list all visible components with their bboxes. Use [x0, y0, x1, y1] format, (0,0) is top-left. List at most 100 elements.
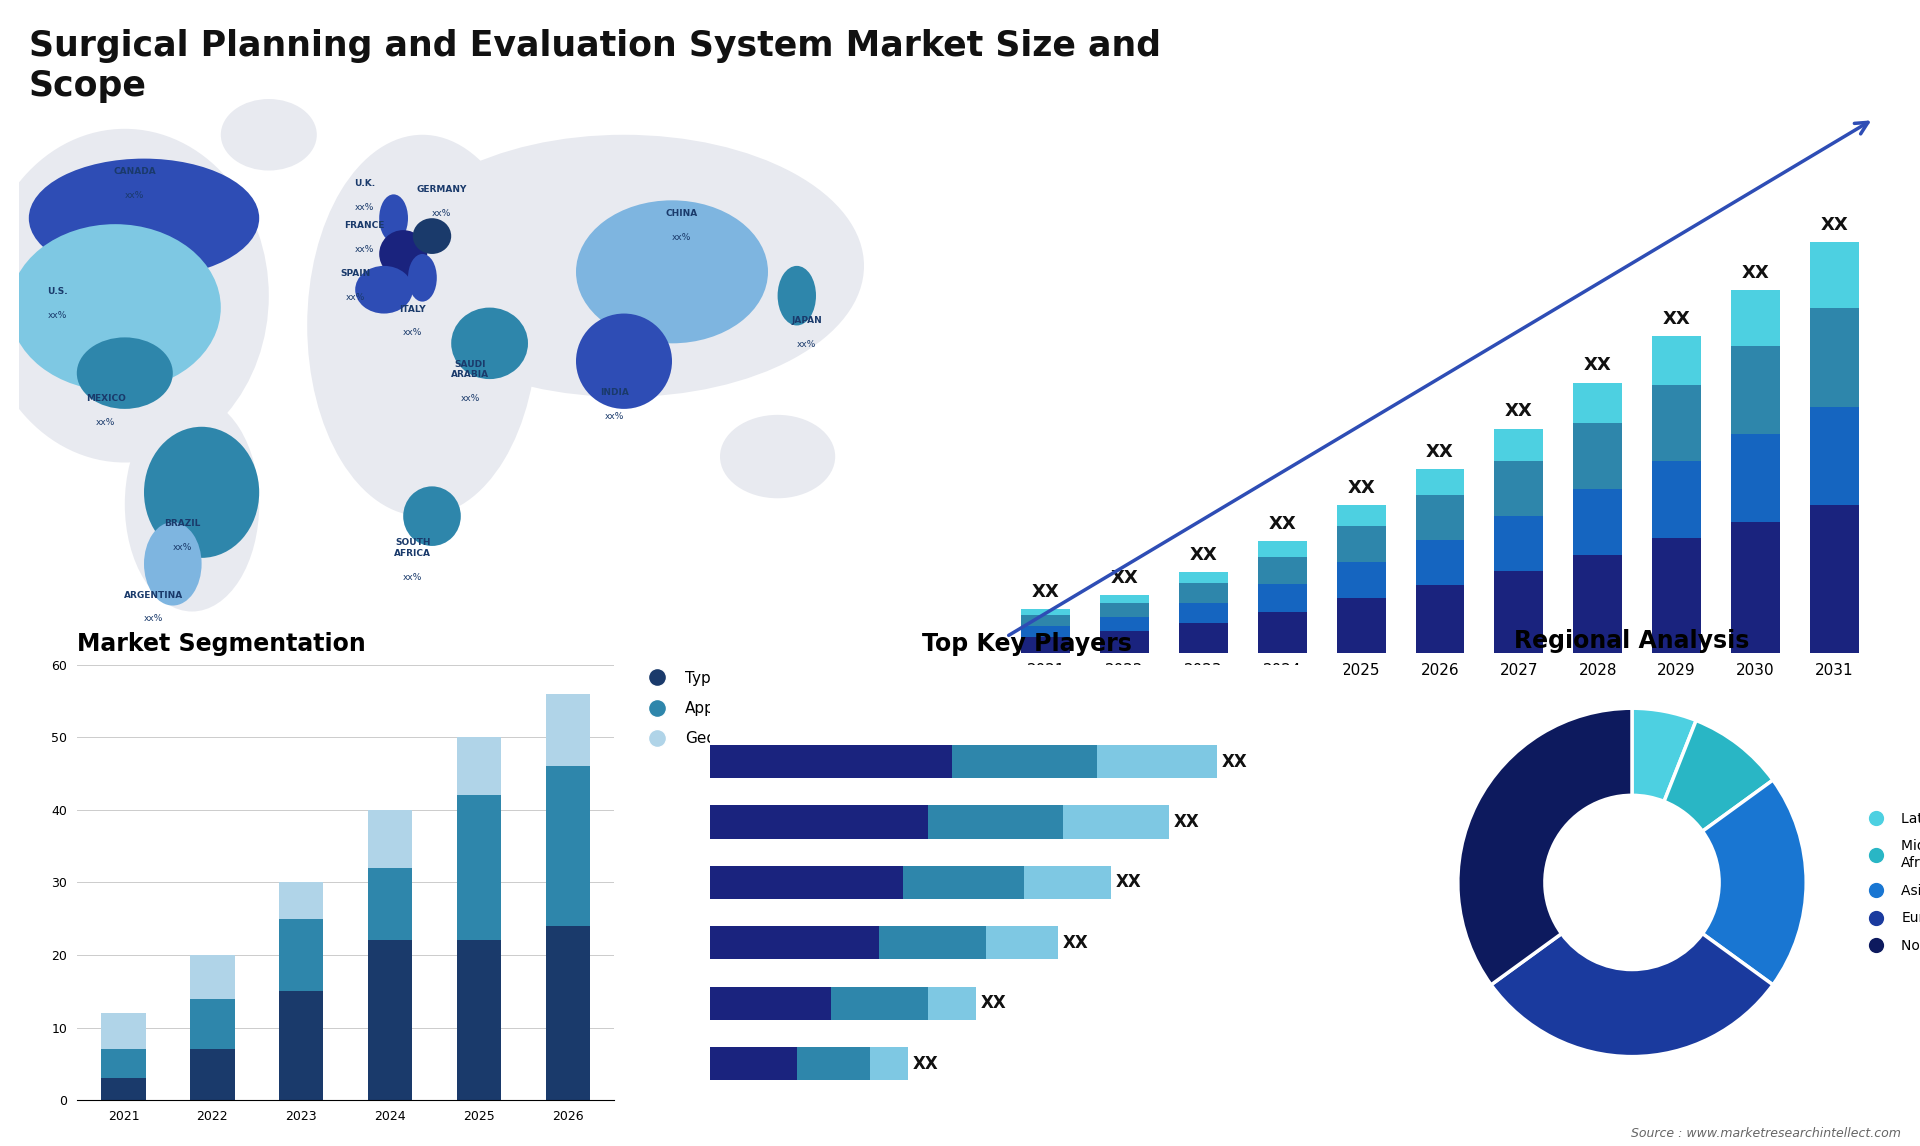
Bar: [1179, 572, 1229, 583]
Bar: [1258, 612, 1308, 653]
Bar: [1258, 557, 1308, 584]
Bar: [1179, 603, 1229, 622]
Bar: [952, 745, 1096, 778]
Text: XX: XX: [1741, 265, 1770, 282]
Text: SOUTH
AFRICA: SOUTH AFRICA: [394, 539, 432, 558]
Text: Source : www.marketresearchintellect.com: Source : www.marketresearchintellect.com: [1630, 1128, 1901, 1140]
Text: FRANCE: FRANCE: [344, 221, 386, 230]
Text: xx%: xx%: [346, 292, 365, 301]
Ellipse shape: [125, 397, 259, 612]
Bar: [1572, 423, 1622, 489]
Text: Surgical Planning and Evaluation System Market Size and
Scope: Surgical Planning and Evaluation System …: [29, 29, 1162, 103]
Bar: [1415, 495, 1465, 540]
Text: xx%: xx%: [173, 543, 192, 552]
Title: Regional Analysis: Regional Analysis: [1515, 629, 1749, 653]
Bar: [1258, 584, 1308, 612]
Bar: [1811, 308, 1859, 407]
Title: Top Key Players: Top Key Players: [922, 631, 1133, 656]
Text: xx%: xx%: [461, 394, 480, 403]
Bar: [369, 810, 413, 868]
Text: XX: XX: [1031, 583, 1060, 602]
Bar: [1179, 622, 1229, 653]
Bar: [1021, 626, 1069, 637]
Bar: [1064, 806, 1169, 839]
Bar: [369, 868, 413, 941]
Legend: Type, Application, Geography: Type, Application, Geography: [636, 665, 776, 753]
Bar: [1100, 631, 1148, 653]
Bar: [1651, 385, 1701, 462]
Bar: [710, 865, 904, 900]
Text: XX: XX: [1663, 311, 1690, 328]
Bar: [985, 926, 1058, 959]
Text: xx%: xx%: [125, 191, 144, 201]
Bar: [1732, 434, 1780, 521]
Bar: [1415, 540, 1465, 586]
Bar: [1023, 865, 1112, 900]
Bar: [1732, 521, 1780, 653]
Ellipse shape: [407, 254, 436, 301]
Text: INDIA: INDIA: [599, 388, 630, 397]
Bar: [710, 987, 831, 1020]
Bar: [879, 926, 985, 959]
Text: XX: XX: [1173, 813, 1200, 831]
Ellipse shape: [221, 99, 317, 171]
Text: XX: XX: [1064, 934, 1089, 952]
Wedge shape: [1665, 721, 1772, 831]
Text: Market Segmentation: Market Segmentation: [77, 631, 365, 656]
Bar: [1732, 290, 1780, 346]
Bar: [1179, 583, 1229, 603]
Text: XX: XX: [1269, 516, 1296, 533]
Bar: [1021, 615, 1069, 626]
Text: XX: XX: [1190, 545, 1217, 564]
Bar: [1415, 586, 1465, 653]
Bar: [1811, 407, 1859, 505]
Ellipse shape: [451, 307, 528, 379]
Text: U.S.: U.S.: [48, 286, 67, 296]
Text: XX: XX: [914, 1054, 939, 1073]
Text: ARGENTINA: ARGENTINA: [125, 590, 182, 599]
Text: BRAZIL: BRAZIL: [165, 519, 200, 528]
Bar: [1811, 242, 1859, 308]
Bar: [190, 955, 234, 998]
Text: XX: XX: [1427, 442, 1453, 461]
Bar: [545, 767, 589, 926]
Bar: [1494, 429, 1544, 462]
Ellipse shape: [413, 218, 451, 254]
Bar: [1336, 505, 1386, 526]
Wedge shape: [1457, 708, 1632, 984]
Bar: [545, 693, 589, 767]
Bar: [190, 998, 234, 1050]
Bar: [1100, 603, 1148, 617]
Bar: [545, 926, 589, 1100]
Ellipse shape: [384, 135, 864, 397]
Text: xx%: xx%: [672, 233, 691, 242]
Text: XX: XX: [981, 995, 1006, 1012]
Bar: [1021, 610, 1069, 615]
Bar: [710, 926, 879, 959]
Bar: [1100, 617, 1148, 631]
Text: xx%: xx%: [355, 203, 374, 212]
Bar: [278, 919, 323, 991]
Ellipse shape: [355, 266, 413, 314]
Bar: [1021, 637, 1069, 653]
Bar: [190, 1050, 234, 1100]
Text: GERMANY: GERMANY: [417, 186, 467, 195]
Ellipse shape: [144, 426, 259, 558]
Ellipse shape: [403, 486, 461, 545]
Bar: [870, 1047, 908, 1081]
Ellipse shape: [380, 195, 407, 242]
Wedge shape: [1632, 708, 1695, 801]
Text: SPAIN: SPAIN: [340, 269, 371, 277]
Bar: [457, 795, 501, 941]
Text: xx%: xx%: [144, 614, 163, 623]
Ellipse shape: [29, 158, 259, 277]
Text: xx%: xx%: [355, 245, 374, 254]
Text: XX: XX: [1116, 873, 1142, 892]
Bar: [710, 745, 952, 778]
Bar: [1651, 337, 1701, 385]
Ellipse shape: [307, 135, 538, 516]
Bar: [457, 941, 501, 1100]
Bar: [831, 987, 927, 1020]
Bar: [1494, 571, 1544, 653]
Text: MEXICO: MEXICO: [86, 394, 125, 403]
